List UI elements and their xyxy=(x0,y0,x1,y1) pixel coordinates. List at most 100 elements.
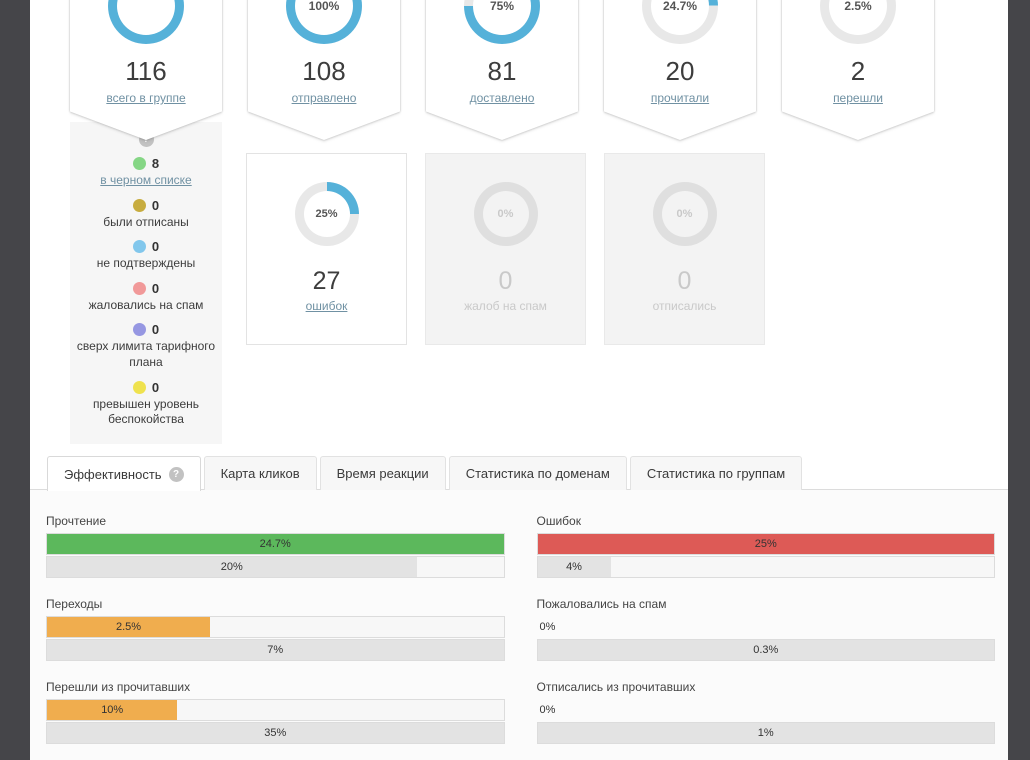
metric-label: Перешли из прочитавших xyxy=(46,680,191,694)
tab-effectiveness[interactable]: Эффективность ? xyxy=(47,456,201,491)
detail-card-unsubscribed: 0% 0 отписались xyxy=(604,153,765,345)
metric-value: 10% xyxy=(101,704,124,716)
legend-item-anxiety-level: 0 превышен уровень беспокойства xyxy=(76,380,216,428)
total-progress-donut xyxy=(108,0,184,44)
unsubscribed-label: были отписаны xyxy=(103,214,189,229)
errors-progress-donut: 25% xyxy=(294,182,359,246)
donut-percent: 24.7% xyxy=(662,0,698,13)
legend-item-spam-complaint: 0 жаловались на спам xyxy=(89,281,204,314)
help-icon[interactable]: ? xyxy=(168,466,184,482)
unsubscribed-value: 0 xyxy=(677,267,692,295)
donut-percent: 0% xyxy=(497,208,514,220)
metric-average-bar: 7% xyxy=(46,639,505,661)
tab-label: Карта кликов xyxy=(220,466,300,481)
metric-average: 1% xyxy=(757,727,774,739)
detail-card-spam-complaints: 0% 0 жалоб на спам xyxy=(425,153,586,345)
unconfirmed-dot xyxy=(132,240,146,254)
metric-value: 25% xyxy=(754,538,777,550)
read-link[interactable]: прочитали xyxy=(650,91,710,105)
metric-average: 7% xyxy=(267,644,284,656)
metric-clicked-from-read: Перешли из прочитавших 10% 35% xyxy=(46,680,505,744)
delivered-progress-donut: 75% xyxy=(464,0,540,44)
unsubscribed-progress-donut: 0% xyxy=(652,182,717,246)
metric-average: 4% xyxy=(566,561,582,573)
statistics-page: 116 всего в группе 100% 108 отправлено 7… xyxy=(30,0,1008,760)
tab-label: Статистика по группам xyxy=(646,466,786,481)
metric-unsubscribed-from-read: Отписались из прочитавших 0% 1% xyxy=(536,680,996,744)
spam-complaints-progress-donut: 0% xyxy=(473,182,538,246)
donut-percent: 0% xyxy=(676,208,693,220)
unconfirmed-label: не подтверждены xyxy=(96,256,196,271)
tab-label: Статистика по доменам xyxy=(465,466,610,481)
spam-complaint-dot xyxy=(132,281,146,295)
unsubscribed-count: 0 xyxy=(151,197,160,213)
spam-complaints-value: 0 xyxy=(498,267,513,295)
tab-label: Время реакции xyxy=(336,466,429,481)
metric-average-bar: 20% xyxy=(46,556,505,578)
spam-complaint-count: 0 xyxy=(151,280,160,296)
metric-label: Пожаловались на спам xyxy=(536,597,667,611)
unsubscribed-label: отписались xyxy=(652,299,717,313)
tab-bar: Эффективность ? Карта кликов Время реакц… xyxy=(30,455,1008,491)
metric-label: Ошибок xyxy=(536,514,581,528)
legend-item-unsubscribed: 0 были отписаны xyxy=(103,198,189,231)
tab-domain-stats[interactable]: Статистика по доменам xyxy=(448,456,627,490)
read-progress-donut: 24.7% xyxy=(642,0,718,44)
subscriber-status-panel: ? 8 в черном списке 0 были отписаны 0 не… xyxy=(70,122,222,444)
unsubscribed-dot xyxy=(132,198,146,212)
detail-cards-row: 25% 27 ошибок 0% 0 жалоб на спам 0% 0 от… xyxy=(246,153,765,345)
metric-value-bar: 25% xyxy=(536,533,995,555)
tab-label: Эффективность xyxy=(64,466,162,482)
delivered-value: 81 xyxy=(487,56,517,86)
metric-average: 35% xyxy=(264,727,287,739)
blacklist-link[interactable]: в черном списке xyxy=(100,173,192,187)
metric-average-bar: 1% xyxy=(536,722,995,744)
errors-link[interactable]: ошибок xyxy=(305,299,348,313)
tab-group-stats[interactable]: Статистика по группам xyxy=(629,456,803,490)
read-value: 20 xyxy=(665,56,695,86)
legend-item-over-limit: 0 сверх лимита тарифного плана xyxy=(76,322,216,370)
effectiveness-panel: Прочтение 24.7% 20% Ошибок 25% 4% xyxy=(30,489,1008,760)
total-in-group-link[interactable]: всего в группе xyxy=(106,91,186,105)
legend-item-blacklist: 8 в черном списке xyxy=(100,156,191,189)
over-limit-count: 0 xyxy=(151,322,160,338)
over-limit-label: сверх лимита тарифного плана xyxy=(76,339,216,369)
blacklist-count: 8 xyxy=(151,156,160,171)
metric-reading: Прочтение 24.7% 20% xyxy=(46,514,505,578)
sent-value: 108 xyxy=(302,56,346,86)
metric-label: Прочтение xyxy=(46,514,106,528)
clicked-progress-donut: 2.5% xyxy=(820,0,896,44)
spam-complaint-label: жаловались на спам xyxy=(88,297,204,312)
tab-click-map[interactable]: Карта кликов xyxy=(203,456,317,490)
blacklist-dot xyxy=(132,157,146,170)
metric-errors: Ошибок 25% 4% xyxy=(536,514,995,578)
metric-value-bar: 0% xyxy=(537,699,996,721)
clicked-link[interactable]: перешли xyxy=(833,91,883,105)
metric-average-bar: 35% xyxy=(46,722,505,744)
statistics-tabs-section: Эффективность ? Карта кликов Время реакц… xyxy=(30,455,1008,760)
summary-card-read: 24.7% 20 прочитали xyxy=(604,0,756,140)
metric-value-bar: 0% xyxy=(537,616,996,638)
sent-progress-donut: 100% xyxy=(286,0,362,44)
over-limit-dot xyxy=(132,323,146,337)
page-right-margin xyxy=(1008,0,1030,760)
legend-item-unconfirmed: 0 не подтверждены xyxy=(97,239,196,272)
metric-clicks: Переходы 2.5% 7% xyxy=(46,597,505,661)
metric-value: 2.5% xyxy=(115,621,142,633)
metric-value: 24.7% xyxy=(259,538,291,550)
summary-card-delivered: 75% 81 доставлено xyxy=(426,0,578,140)
anxiety-level-dot xyxy=(132,380,146,394)
unconfirmed-count: 0 xyxy=(151,239,160,255)
summary-card-total: 116 всего в группе xyxy=(70,0,222,140)
donut-percent: 75% xyxy=(489,0,515,13)
delivered-link[interactable]: доставлено xyxy=(469,91,535,105)
metric-spam-complaints: Пожаловались на спам 0% 0.3% xyxy=(536,597,996,661)
tab-reaction-time[interactable]: Время реакции xyxy=(319,456,446,490)
sent-link[interactable]: отправлено xyxy=(291,91,357,105)
metric-value-bar: 24.7% xyxy=(46,533,505,555)
metric-label: Переходы xyxy=(46,597,103,611)
summary-card-sent: 100% 108 отправлено xyxy=(248,0,400,140)
metric-value-bar: 10% xyxy=(46,699,505,721)
metric-average-bar: 4% xyxy=(536,556,995,578)
summary-cards-row: 116 всего в группе 100% 108 отправлено 7… xyxy=(30,0,1008,140)
